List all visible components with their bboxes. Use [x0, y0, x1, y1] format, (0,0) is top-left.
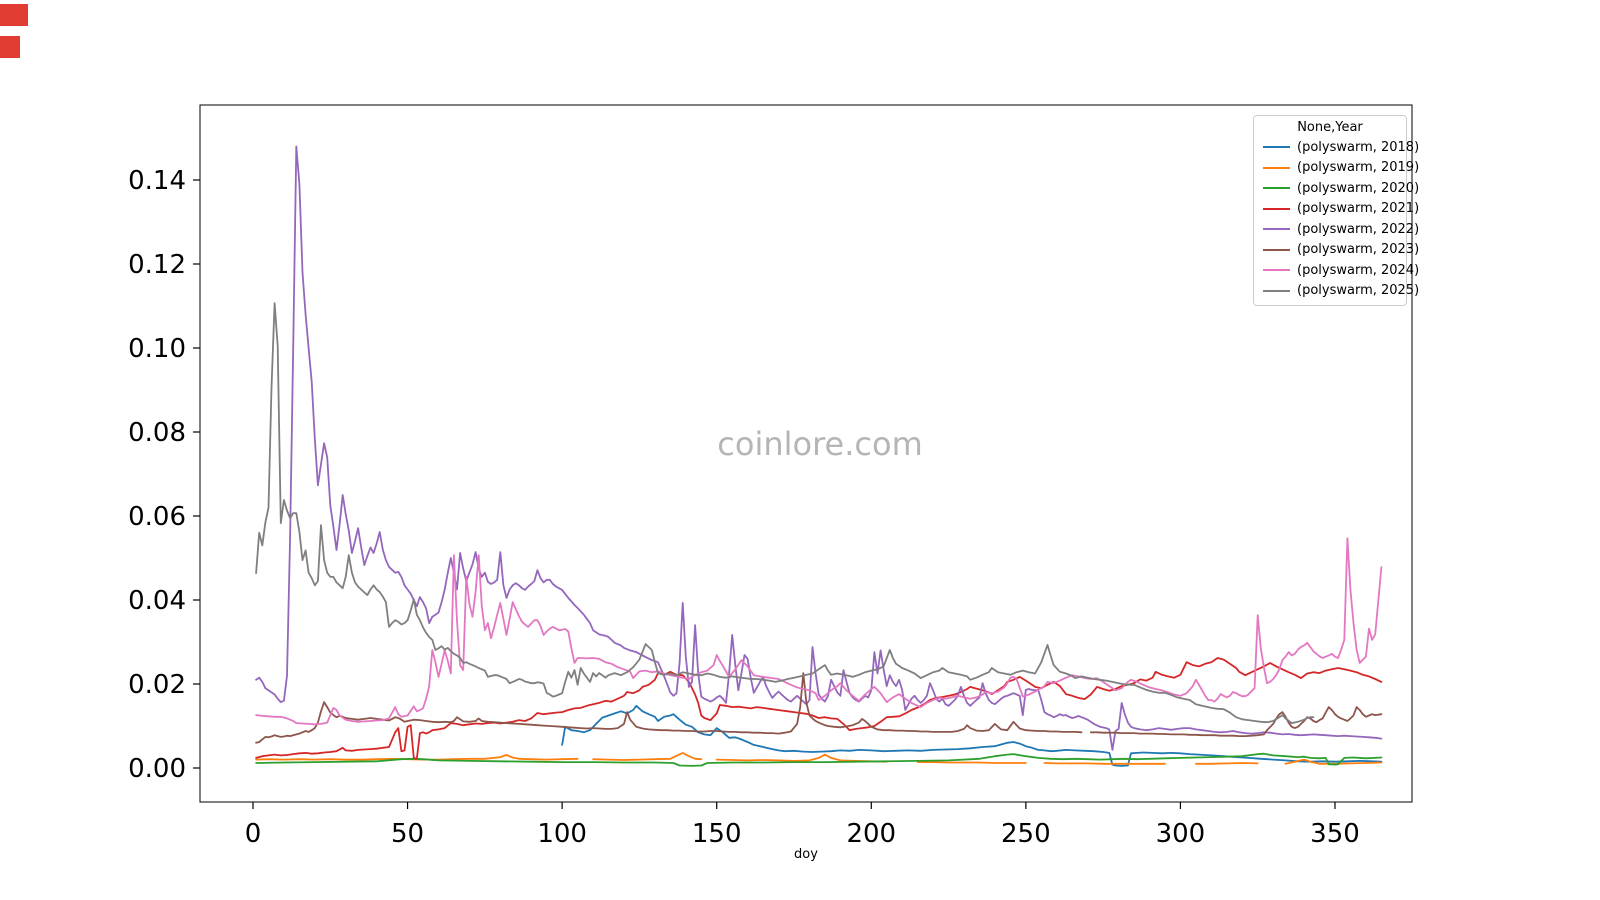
series-line-polyswarm-2020	[255, 752, 1383, 767]
watermark-text: coinlore.com	[717, 425, 922, 463]
legend-entry-label: (polyswarm, 2019)	[1297, 160, 1420, 176]
legend-entry-polyswarm-2018: (polyswarm, 2018)	[1254, 137, 1419, 158]
legend-entry-polyswarm-2020: (polyswarm, 2020)	[1254, 178, 1419, 199]
legend-entry-label: (polyswarm, 2024)	[1297, 262, 1420, 278]
legend-line-swatch	[1263, 248, 1290, 251]
x-tick-label: 50	[391, 819, 424, 849]
legend-entry-polyswarm-2021: (polyswarm, 2021)	[1254, 199, 1419, 220]
legend-entry-label: (polyswarm, 2021)	[1297, 201, 1420, 217]
legend-line-swatch	[1263, 187, 1290, 190]
x-tick-label: 300	[1156, 819, 1206, 849]
plot-border	[199, 104, 1413, 803]
legend-line-swatch	[1263, 146, 1290, 149]
x-tick-label: 150	[692, 819, 742, 849]
legend-line-swatch	[1263, 289, 1290, 292]
legend-entry-polyswarm-2024: (polyswarm, 2024)	[1254, 260, 1419, 281]
legend-entry-polyswarm-2025: (polyswarm, 2025)	[1254, 281, 1419, 302]
legend-rows: (polyswarm, 2018) (polyswarm, 2019) (polys…	[1254, 137, 1419, 302]
legend-line-swatch	[1263, 269, 1290, 272]
legend-line-swatch	[1263, 166, 1290, 169]
y-tick-label: 0.08	[128, 418, 186, 448]
screen-artifact-top-left-2	[0, 36, 20, 58]
y-tick-label: 0.00	[128, 754, 186, 784]
y-tick-label: 0.14	[128, 166, 186, 196]
x-tick-label: 100	[537, 819, 587, 849]
y-tick-label: 0.02	[128, 670, 186, 700]
x-tick-label: 250	[1001, 819, 1051, 849]
y-tick-label: 0.10	[128, 334, 186, 364]
legend-entry-polyswarm-2022: (polyswarm, 2022)	[1254, 219, 1419, 240]
legend-entry-label: (polyswarm, 2022)	[1297, 221, 1420, 237]
legend-title: None,Year	[1297, 120, 1363, 135]
x-tick-label: 350	[1310, 819, 1360, 849]
series-line-polyswarm-2025	[255, 302, 1315, 724]
legend-entry-label: (polyswarm, 2025)	[1297, 283, 1420, 299]
y-tick-label: 0.12	[128, 250, 186, 280]
legend: None,Year (polyswarm, 2018) (polyswarm, 2…	[1253, 115, 1419, 306]
y-tick-label: 0.06	[128, 502, 186, 532]
legend-entry-label: (polyswarm, 2018)	[1297, 139, 1420, 155]
series-line-polyswarm-2018	[561, 704, 1383, 767]
legend-entry-label: (polyswarm, 2023)	[1297, 242, 1420, 258]
x-tick-label: 200	[846, 819, 896, 849]
series-line-polyswarm-2024	[255, 537, 1383, 726]
x-axis-label: doy	[794, 847, 818, 862]
x-tick-label: 0	[245, 819, 262, 849]
legend-line-swatch	[1263, 228, 1290, 231]
y-tick-label: 0.04	[128, 586, 186, 616]
series-line-polyswarm-2021	[255, 657, 1383, 760]
legend-line-swatch	[1263, 207, 1290, 210]
screen-artifact-top-left	[0, 4, 28, 26]
legend-entry-polyswarm-2019: (polyswarm, 2019)	[1254, 158, 1419, 179]
legend-entry-label: (polyswarm, 2020)	[1297, 180, 1420, 196]
legend-entry-polyswarm-2023: (polyswarm, 2023)	[1254, 240, 1419, 261]
